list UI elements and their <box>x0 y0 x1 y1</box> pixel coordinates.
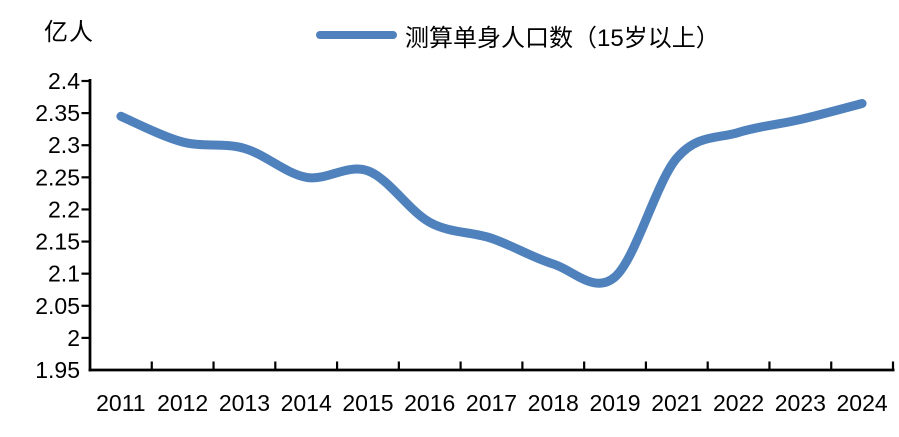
x-tick-label: 2016 <box>404 390 455 416</box>
series-line <box>116 99 867 288</box>
legend-line-swatch <box>316 31 397 39</box>
y-tick-label: 2.4 <box>48 68 80 94</box>
x-tick-label: 2023 <box>775 390 826 416</box>
x-tick-label: 2013 <box>219 390 270 416</box>
x-tick-label: 2014 <box>281 390 332 416</box>
x-tick-label: 2022 <box>713 390 764 416</box>
x-tick-label: 2021 <box>651 390 702 416</box>
y-axis-unit-label: 亿人 <box>44 19 94 46</box>
y-tick-label: 2 <box>67 325 80 351</box>
x-tick-label: 2015 <box>342 390 393 416</box>
x-tick-label: 2018 <box>528 390 579 416</box>
x-tick-label: 2012 <box>157 390 208 416</box>
x-tick-label: 2019 <box>589 390 640 416</box>
legend: 测算单身人口数（15岁以上） <box>316 22 720 52</box>
x-tick-label: 2011 <box>96 390 145 416</box>
y-tick-label: 2.1 <box>48 261 80 287</box>
y-tick-label: 1.95 <box>35 357 80 383</box>
y-tick-label: 2.2 <box>48 196 80 222</box>
x-tick-label: 2024 <box>837 390 888 416</box>
legend-label: 测算单身人口数（15岁以上） <box>405 24 720 52</box>
x-tick-label: 2017 <box>466 390 517 416</box>
y-tick-label: 2.15 <box>35 229 80 255</box>
y-tick-label: 2.05 <box>35 293 80 319</box>
y-tick-label: 2.35 <box>35 100 80 126</box>
y-tick-label: 2.3 <box>48 132 80 158</box>
y-tick-label: 2.25 <box>35 164 80 190</box>
